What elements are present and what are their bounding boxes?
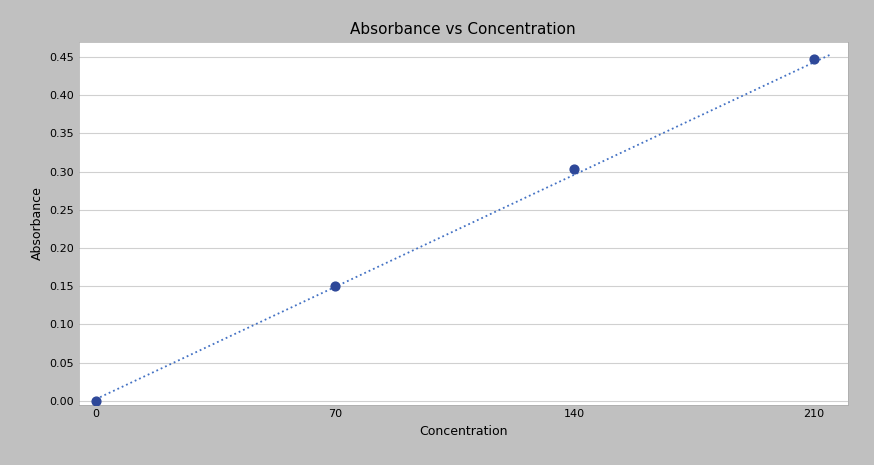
X-axis label: Concentration: Concentration	[419, 425, 508, 438]
Point	[567, 166, 581, 173]
Point	[807, 56, 821, 63]
Point	[328, 282, 342, 290]
Point	[89, 397, 103, 405]
Y-axis label: Absorbance: Absorbance	[31, 186, 44, 260]
Title: Absorbance vs Concentration: Absorbance vs Concentration	[350, 21, 576, 37]
